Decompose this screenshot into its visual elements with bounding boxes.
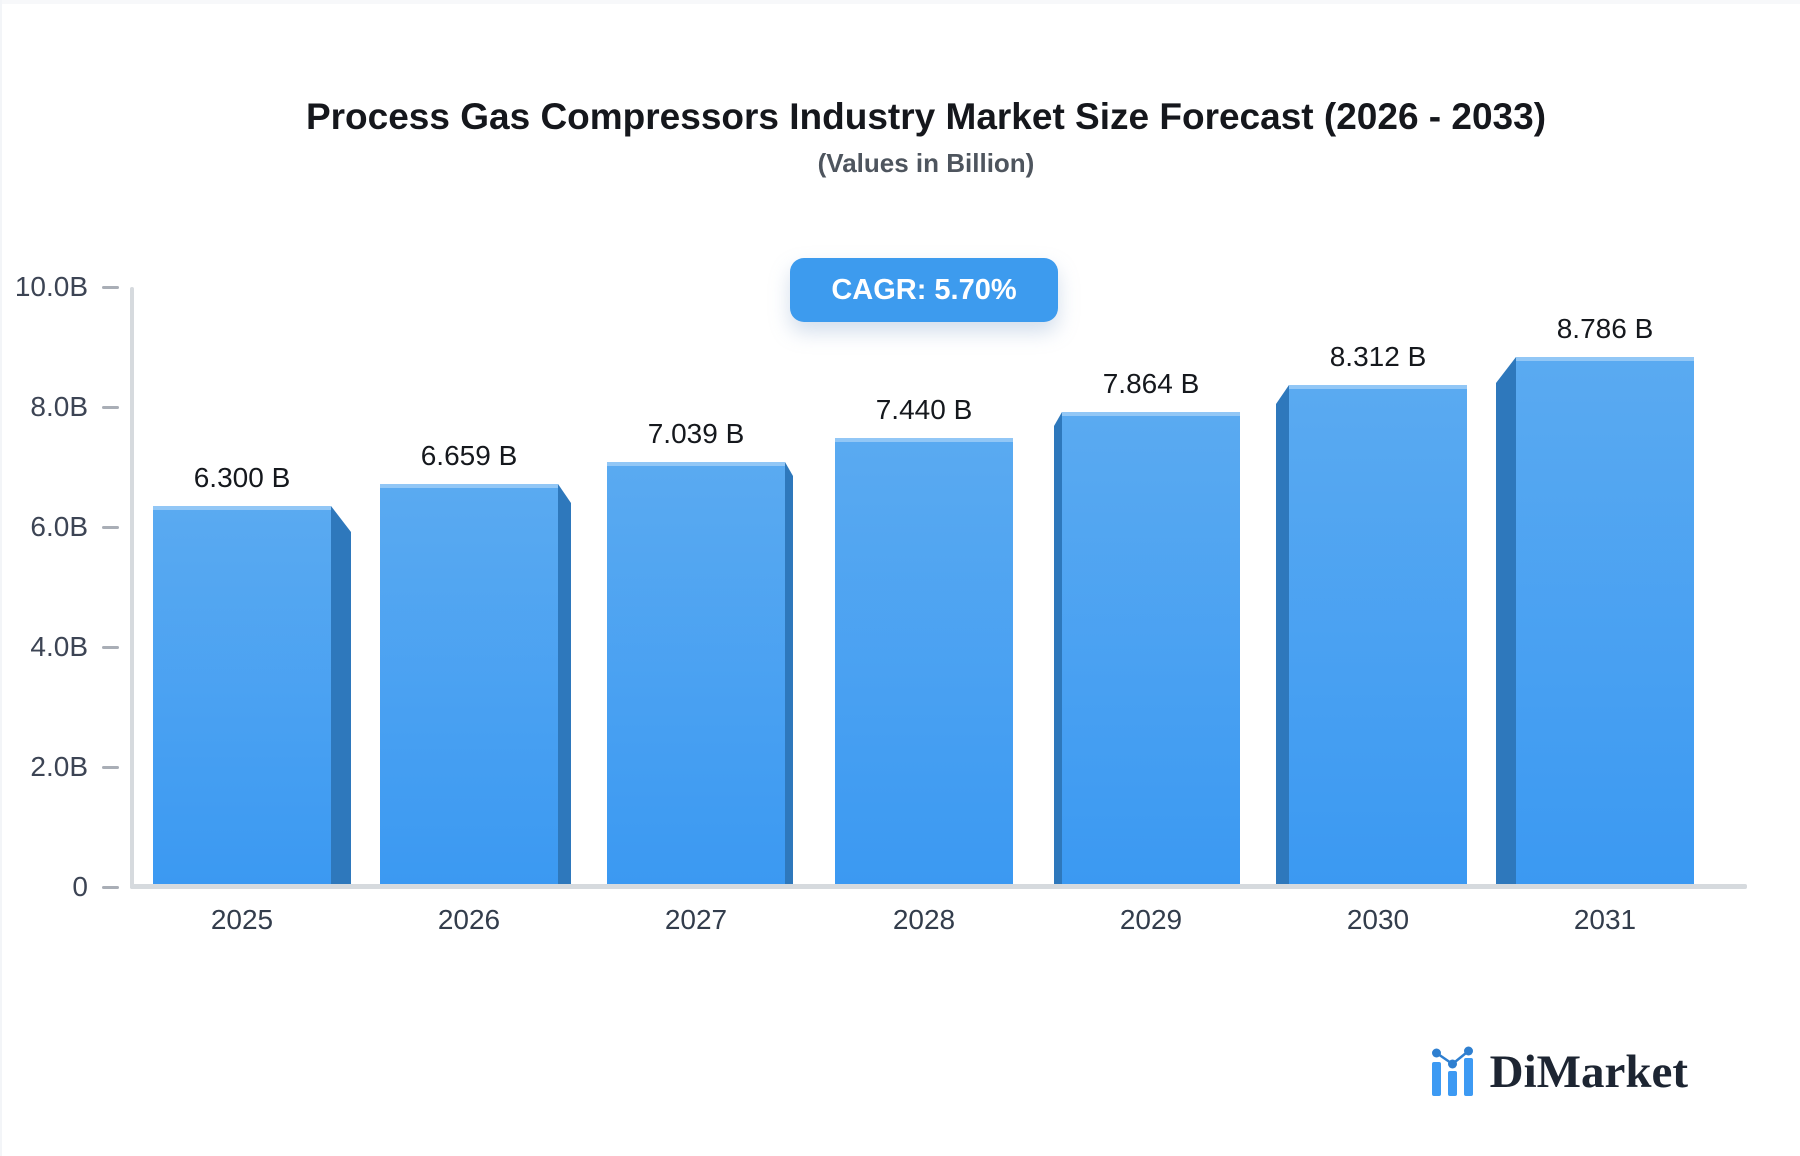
y-tick-label: 2.0B: [30, 751, 88, 782]
y-tick-label: 0: [72, 871, 88, 902]
dimarket-logo-text: DiMarket: [1489, 1046, 1688, 1098]
bar-2026-side-face: [558, 484, 571, 884]
y-axis-line: [130, 287, 134, 889]
bar-2029-side-face: [1054, 412, 1062, 884]
bar-2025-side-face: [331, 506, 351, 884]
y-tick-mark: [102, 525, 119, 529]
y-tick-mark: [102, 645, 119, 649]
page-left-border: [0, 0, 2, 1156]
bar-2028[interactable]: [835, 438, 1013, 884]
chart-title: Process Gas Compressors Industry Market …: [305, 96, 1547, 137]
x-tick-label-2029: 2029: [1119, 904, 1183, 935]
y-tick-label: 8.0B: [30, 391, 88, 422]
bar-2027-side-face: [785, 462, 793, 884]
bar-value-label-2027: 7.039 B: [647, 418, 745, 449]
x-tick-label-2027: 2027: [664, 904, 728, 935]
bar-2031[interactable]: [1516, 357, 1694, 884]
bar-2027[interactable]: [607, 462, 785, 884]
bar-2030[interactable]: [1289, 385, 1467, 884]
x-tick-label-2028: 2028: [892, 904, 956, 935]
bar-2026[interactable]: [380, 484, 558, 884]
y-tick-mark: [102, 765, 119, 769]
y-tick-mark: [102, 285, 119, 289]
y-tick-label: 6.0B: [30, 511, 88, 542]
x-tick-label-2030: 2030: [1346, 904, 1410, 935]
page-top-border: [0, 0, 1800, 4]
x-tick-label-2025: 2025: [210, 904, 274, 935]
bar-value-label-2031: 8.786 B: [1556, 313, 1654, 344]
bar-value-label-2028: 7.440 B: [875, 394, 973, 425]
y-tick-label: 10.0B: [14, 271, 88, 302]
y-tick-mark: [102, 405, 119, 409]
bar-value-label-2026: 6.659 B: [420, 440, 518, 471]
chart-subtitle: (Values in Billion): [817, 148, 1035, 178]
bar-2031-side-face: [1496, 357, 1516, 884]
x-axis-line: [130, 884, 1747, 889]
y-tick-label: 4.0B: [30, 631, 88, 662]
cagr-badge: CAGR: 5.70%: [790, 258, 1058, 322]
bar-2030-side-face: [1276, 385, 1289, 884]
bar-2025[interactable]: [153, 506, 331, 884]
y-tick-mark: [102, 885, 119, 889]
bar-value-label-2029: 7.864 B: [1102, 368, 1200, 399]
bar-2029[interactable]: [1062, 412, 1240, 884]
dimarket-logo[interactable]: DiMarket: [1430, 1046, 1688, 1096]
bar-value-label-2025: 6.300 B: [193, 462, 291, 493]
bar-chart-sparkline-icon: [1431, 1046, 1473, 1096]
x-tick-label-2026: 2026: [437, 904, 501, 935]
bar-value-label-2030: 8.312 B: [1329, 341, 1427, 372]
x-tick-label-2031: 2031: [1573, 904, 1637, 935]
